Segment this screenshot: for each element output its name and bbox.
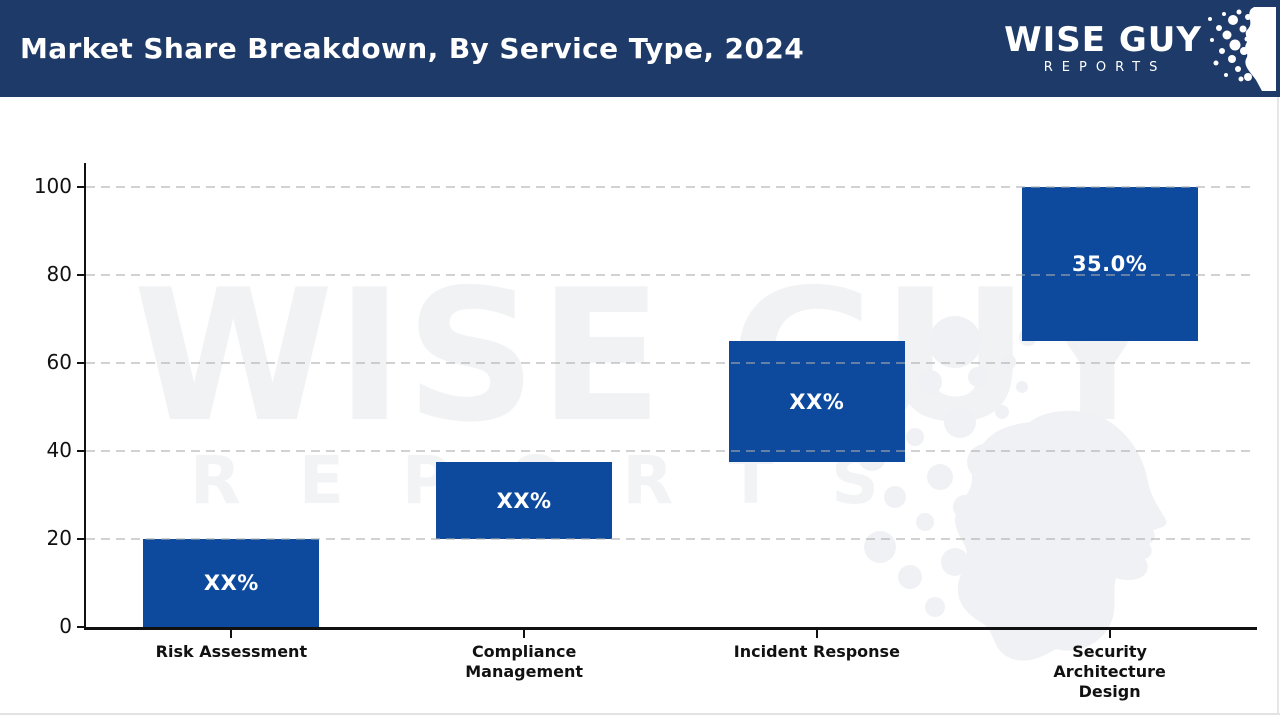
right-divider — [1277, 97, 1279, 715]
brand-subtitle: REPORTS — [1043, 59, 1167, 75]
brand-logo-text: WISE GUY REPORTS — [1004, 23, 1202, 75]
x-axis-line — [84, 627, 1257, 630]
y-tick-label: 20 — [46, 526, 72, 550]
brand-name: WISE GUY — [1004, 19, 1202, 60]
bar-value-label: XX% — [789, 389, 845, 414]
brand-face-dots-icon — [1208, 6, 1276, 91]
x-category-label: Security Architecture Design — [1053, 642, 1166, 701]
y-tick-label: 80 — [46, 262, 72, 286]
bar-chart: 0 20 40 60 80 100 XX% Risk Assessment XX% Complia… — [0, 97, 1280, 720]
y-tick-label: 100 — [33, 174, 72, 198]
y-tick-mark — [77, 450, 85, 452]
bar-value-label: 35.0% — [1071, 252, 1148, 276]
y-tick-label: 60 — [46, 350, 72, 374]
y-gridline — [86, 450, 1256, 452]
y-tick-mark — [77, 626, 85, 628]
bar-segment: XX% — [436, 462, 613, 539]
brand-logo: WISE GUY REPORTS — [1004, 6, 1280, 91]
x-tick-mark — [1108, 630, 1111, 638]
bar-segment: XX% — [143, 539, 320, 627]
y-gridline — [86, 186, 1256, 188]
y-gridline — [86, 362, 1256, 364]
bar-segment: 35.0% — [1021, 187, 1198, 341]
bar-value-label: XX% — [496, 488, 552, 513]
bottom-divider — [0, 713, 1280, 715]
y-tick-label: 0 — [59, 614, 72, 638]
y-gridline — [86, 538, 1256, 540]
x-category-label: Risk Assessment — [155, 642, 308, 661]
header-bar: Market Share Breakdown, By Service Type,… — [0, 0, 1280, 97]
y-axis-line — [84, 163, 86, 630]
y-tick-label: 40 — [46, 438, 72, 462]
x-category-label: Compliance Management — [465, 642, 584, 681]
bar-value-label: XX% — [203, 571, 259, 595]
page-title: Market Share Breakdown, By Service Type,… — [20, 32, 805, 65]
y-tick-mark — [77, 186, 85, 188]
x-tick-mark — [815, 630, 818, 638]
y-gridline — [86, 274, 1256, 276]
x-tick-mark — [523, 630, 526, 638]
x-category-label: Incident Response — [733, 642, 900, 661]
y-tick-mark — [77, 362, 85, 364]
y-tick-mark — [77, 274, 85, 276]
x-tick-mark — [230, 630, 233, 638]
bar-segment: XX% — [728, 341, 905, 462]
y-tick-mark — [77, 538, 85, 540]
